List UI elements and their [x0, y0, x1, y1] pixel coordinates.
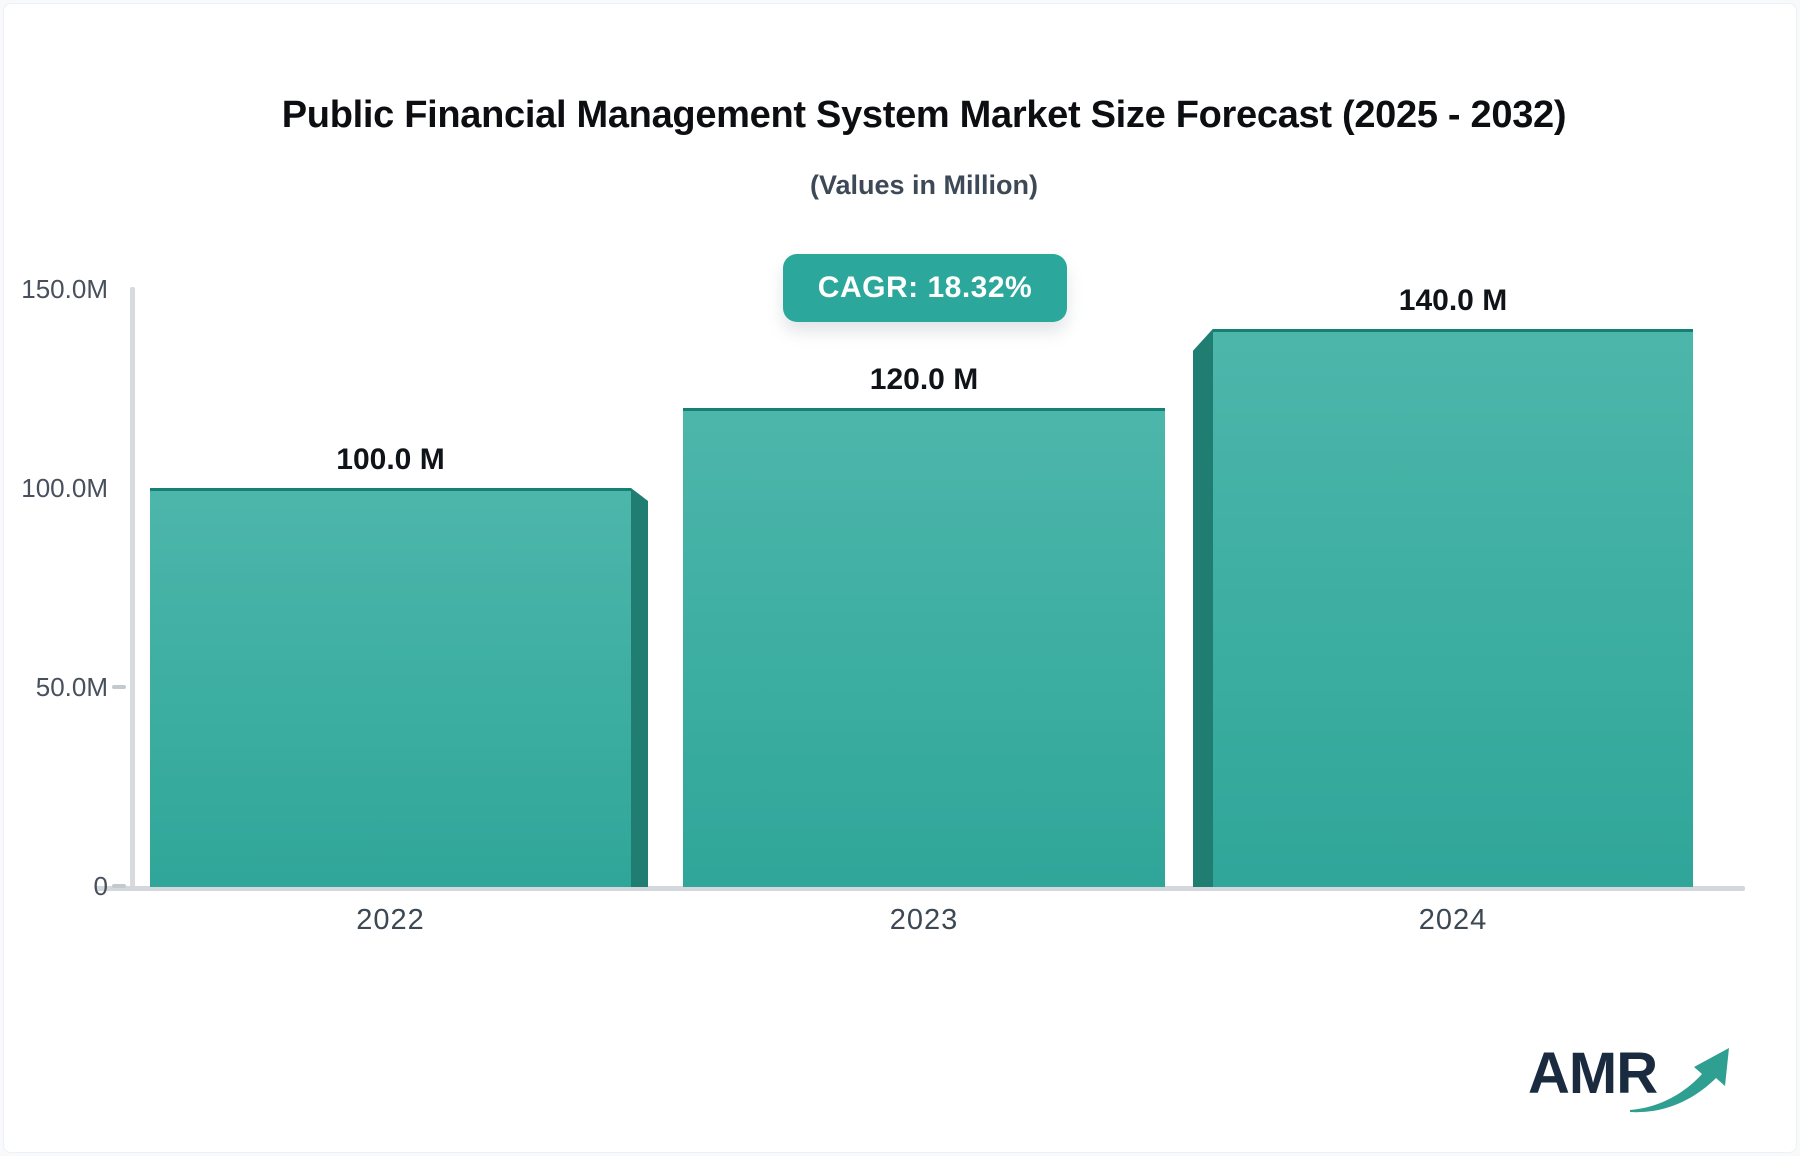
- x-axis-label-2023: 2023: [889, 904, 959, 936]
- amr-logo-text: AMR: [1528, 1041, 1658, 1106]
- y-axis-label-150.0M: 150.0M: [21, 274, 108, 304]
- amr-logo: AMR: [1528, 1034, 1738, 1124]
- y-axis-tick-mark: [112, 884, 126, 888]
- bar-2023[interactable]: [683, 408, 1165, 887]
- y-axis-label-0: 0: [93, 871, 108, 901]
- y-axis-line: [130, 287, 135, 888]
- y-axis-label-50.0M: 50.0M: [35, 672, 108, 702]
- bar-value-label-2024: 140.0 M: [1398, 283, 1508, 317]
- bar-3d-side-2024: [1193, 328, 1213, 887]
- bar-3d-side-2022: [631, 488, 648, 887]
- chart-title: Public Financial Management System Marke…: [281, 94, 1567, 136]
- chart-subtitle: (Values in Million): [809, 170, 1039, 200]
- y-axis-tick-mark: [112, 685, 126, 689]
- y-axis-label-100.0M: 100.0M: [21, 473, 108, 503]
- bar-value-label-2022: 100.0 M: [336, 443, 445, 476]
- x-axis-line: [95, 886, 1745, 891]
- bar-2024[interactable]: [1213, 328, 1693, 887]
- growth-arrow-icon: [1630, 1048, 1729, 1113]
- bar-2022[interactable]: [150, 488, 631, 887]
- cagr-badge: CAGR: 18.32%: [783, 254, 1067, 322]
- x-axis-label-2024: 2024: [1418, 904, 1488, 936]
- bar-value-label-2023: 120.0 M: [869, 363, 979, 397]
- x-axis-label-2022: 2022: [356, 904, 425, 936]
